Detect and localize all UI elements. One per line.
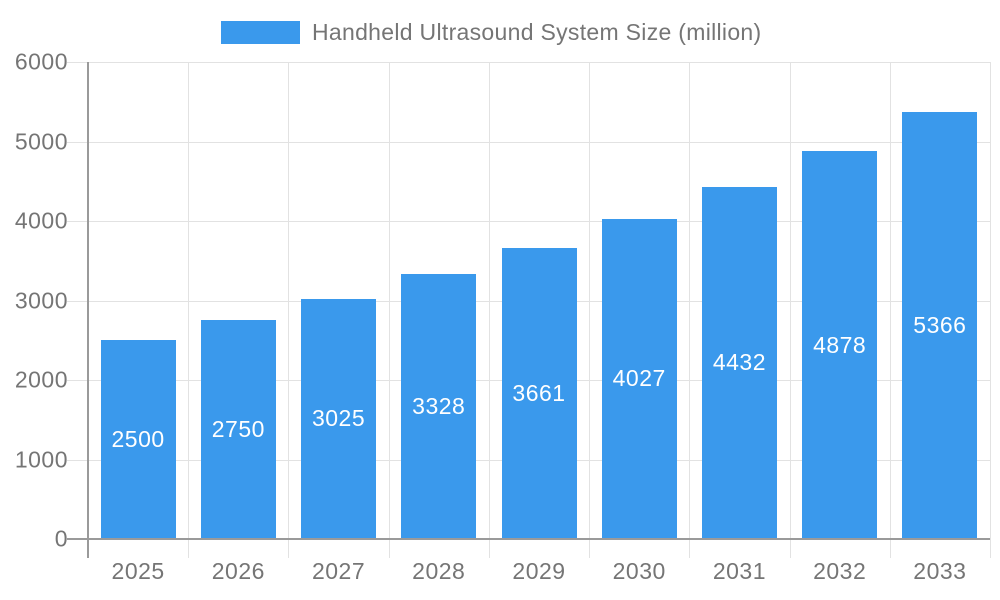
bar-2028: 3328 (401, 274, 477, 539)
gridline-vertical (889, 62, 891, 558)
bar-value-label: 3328 (412, 393, 466, 420)
y-axis-tick-label: 6000 (14, 48, 68, 75)
bar-2033: 5366 (902, 112, 978, 539)
gridline-horizontal (67, 141, 990, 143)
gridline-horizontal (67, 221, 990, 222)
bar-2031: 4432 (701, 186, 777, 539)
x-axis-tick-label: 2033 (913, 558, 967, 584)
gridline-vertical (288, 62, 290, 558)
plot-area: 2500 2750 3025 3328 3661 4027 4432 4878 5366 (67, 62, 991, 558)
y-axis-tick-label: 2000 (14, 366, 68, 393)
bar-value-label: 3661 (512, 379, 566, 406)
gridline-vertical (990, 62, 991, 558)
bar-value-label: 2500 (111, 426, 165, 453)
y-axis-tick-label: 1000 (14, 446, 68, 472)
gridline-vertical (689, 62, 691, 558)
gridline-vertical (488, 62, 490, 558)
gridline-horizontal (67, 62, 990, 63)
bar-value-label: 4878 (813, 331, 867, 358)
y-axis-tick-label: 3000 (14, 287, 68, 313)
bar-value-label: 2750 (211, 416, 265, 443)
x-axis-tick-label: 2028 (412, 558, 466, 584)
y-axis-tick-label: 4000 (14, 207, 68, 234)
x-axis-tick-label: 2027 (311, 558, 366, 584)
x-axis-tick-label: 2025 (111, 558, 165, 584)
x-axis-tick-label: 2030 (612, 558, 666, 584)
bar-2029: 3661 (501, 247, 577, 539)
x-axis-tick-label: 2031 (712, 558, 767, 584)
bar-value-label: 4432 (712, 349, 767, 376)
bar-2025: 2500 (100, 340, 176, 539)
gridline-vertical (388, 62, 390, 558)
bar-value-label: 5366 (913, 312, 967, 339)
y-axis-tick-label: 0 (54, 525, 68, 552)
y-axis-tick-label: 5000 (14, 128, 68, 154)
chart-legend-item[interactable]: Handheld Ultrasound System Size (million… (221, 19, 761, 46)
x-axis-line (67, 538, 990, 540)
gridline-vertical (589, 62, 591, 558)
gridline-vertical (188, 62, 190, 558)
bar-value-label: 3025 (311, 405, 366, 432)
x-axis-tick-label: 2032 (813, 558, 867, 584)
y-axis-line (87, 62, 89, 558)
legend-color-swatch (221, 21, 300, 44)
bar-2030: 4027 (601, 218, 677, 539)
bar-2027: 3025 (301, 298, 377, 539)
x-axis-tick-label: 2029 (512, 558, 566, 584)
bar-value-label: 4027 (612, 365, 666, 392)
x-axis-tick-label: 2026 (211, 558, 265, 584)
gridline-vertical (789, 62, 791, 558)
bar-2032: 4878 (802, 151, 878, 539)
bar-2026: 2750 (200, 320, 276, 539)
legend-series-label: Handheld Ultrasound System Size (million… (312, 19, 762, 45)
